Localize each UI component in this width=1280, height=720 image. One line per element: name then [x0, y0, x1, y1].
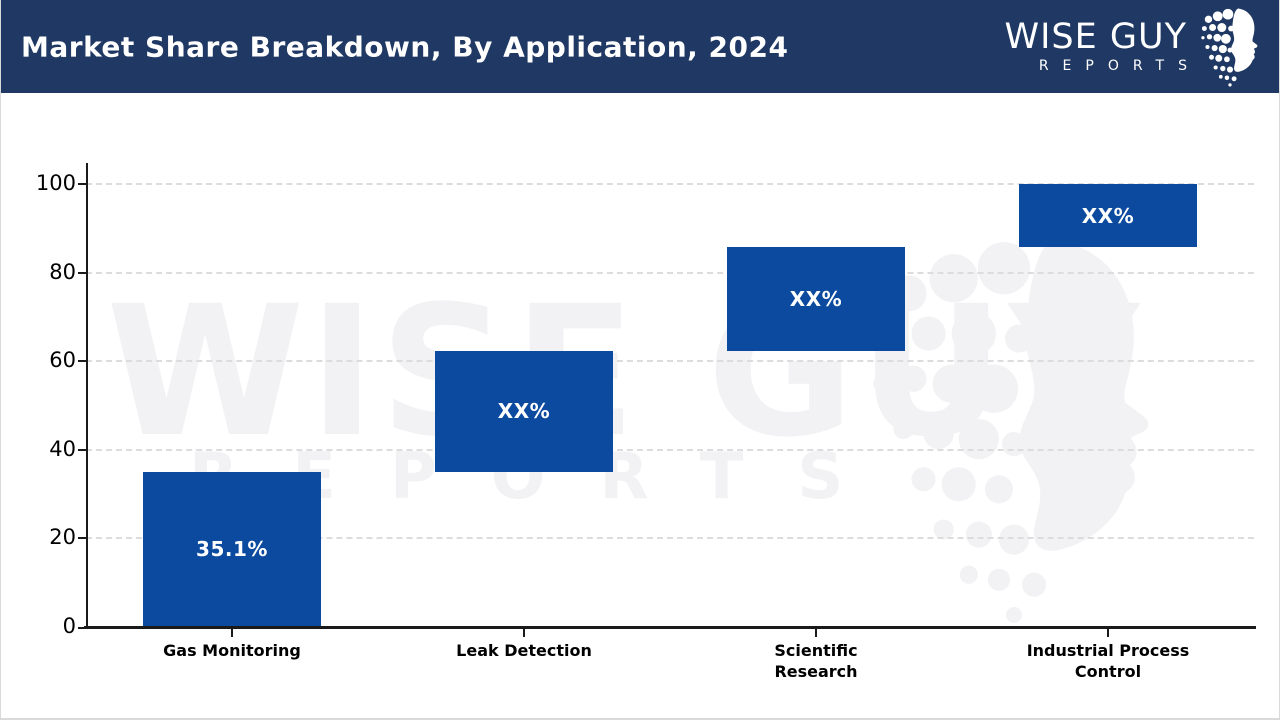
category-label-line: Control [1074, 661, 1142, 681]
bar-segment: XX% [727, 247, 905, 351]
y-tick-mark-60 [78, 360, 86, 363]
category-label: Leak Detection [414, 641, 634, 662]
gridline-40 [86, 448, 1254, 451]
gridline-80 [86, 271, 1254, 274]
y-tick-label-0: 0 [62, 614, 76, 638]
category-label-line: Gas Monitoring [163, 641, 301, 660]
logo-text: WISE GUY REPORTS [1004, 17, 1187, 75]
y-tick-mark-100 [78, 183, 86, 186]
y-tick-label-40: 40 [49, 436, 76, 461]
category-label: Gas Monitoring [122, 641, 342, 662]
x-tick-mark [1107, 629, 1109, 637]
gridline-100 [86, 183, 1254, 186]
wise-guy-reports-logo: WISE GUY REPORTS [1004, 5, 1269, 89]
y-tick-label-60: 60 [49, 348, 76, 373]
y-tick-label-80: 80 [49, 259, 76, 284]
bar-value-label: XX% [497, 399, 551, 424]
y-tick-label-20: 20 [49, 525, 76, 550]
x-tick-mark [231, 629, 233, 637]
category-label-line: Industrial Process [1026, 641, 1190, 660]
x-tick-mark [523, 629, 525, 637]
category-label-line: Research [774, 661, 858, 681]
header-bar: Market Share Breakdown, By Application, … [1, 0, 1279, 93]
y-axis-spine [86, 163, 88, 629]
logo-reports-text: REPORTS [1038, 58, 1201, 74]
bar-value-label: XX% [1081, 203, 1135, 228]
x-axis-spine [84, 626, 1256, 629]
x-tick-mark [815, 629, 817, 637]
y-tick-mark-40 [78, 448, 86, 451]
page-title: Market Share Breakdown, By Application, … [21, 30, 789, 63]
bar-value-label: XX% [789, 287, 843, 312]
y-tick-mark-80 [78, 271, 86, 274]
watermark-layer: WISE GUY REPORTS [1, 93, 1279, 718]
y-tick-label-100: 100 [35, 171, 76, 196]
y-tick-mark-20 [78, 537, 86, 540]
bar-value-label: 35.1% [196, 537, 268, 562]
category-label: Industrial Process Control [998, 641, 1218, 683]
bar-segment: XX% [1019, 184, 1197, 248]
bar-segment: 35.1% [143, 471, 321, 627]
logo-wiseguy-text: WISE GUY [1004, 17, 1187, 57]
category-label-line: Scientific [774, 641, 858, 660]
gridline-60 [86, 360, 1254, 363]
y-tick-mark-0 [78, 627, 86, 629]
category-label: Scientific Research [706, 641, 926, 683]
bar-segment: XX% [435, 350, 613, 472]
gridline-20 [86, 537, 1254, 540]
category-label-line: Leak Detection [456, 641, 592, 660]
